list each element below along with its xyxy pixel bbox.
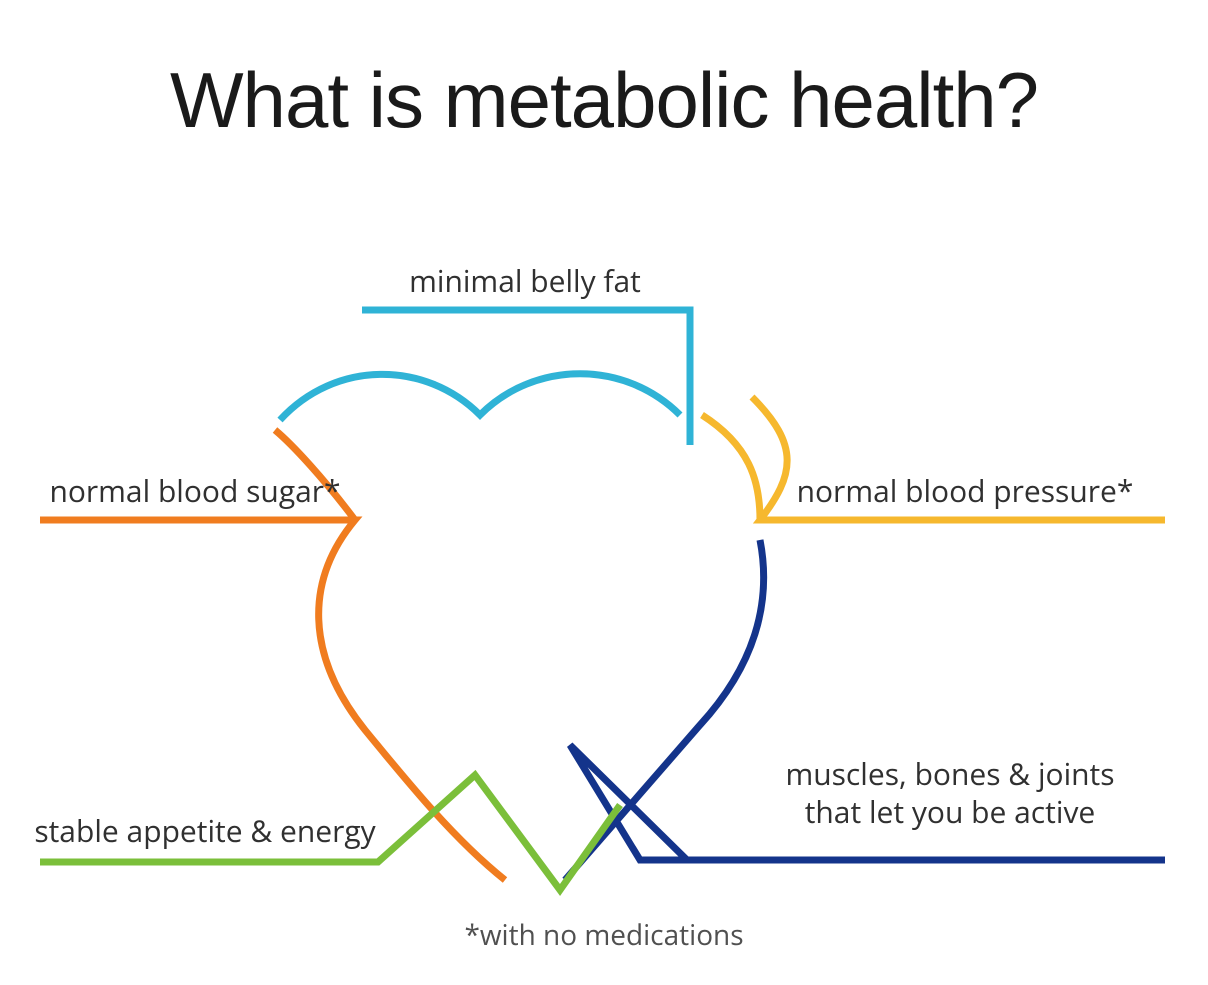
infographic-canvas: What is metabolic health? minimal belly … xyxy=(0,0,1208,985)
label-blood-sugar: normal blood sugar* xyxy=(0,470,495,511)
label-blood-pressure: normal blood pressure* xyxy=(665,470,1208,511)
label-belly-fat: minimal belly fat xyxy=(225,260,825,301)
label-muscles-bones: muscles, bones & jointsthat let you be a… xyxy=(650,755,1208,830)
segment-belly-fat xyxy=(280,310,690,445)
footnote: *with no medications xyxy=(404,916,804,954)
label-line: muscles, bones & joints xyxy=(785,753,1114,794)
label-line: that let you be active xyxy=(805,791,1096,832)
label-appetite-energy: stable appetite & energy xyxy=(0,810,505,851)
